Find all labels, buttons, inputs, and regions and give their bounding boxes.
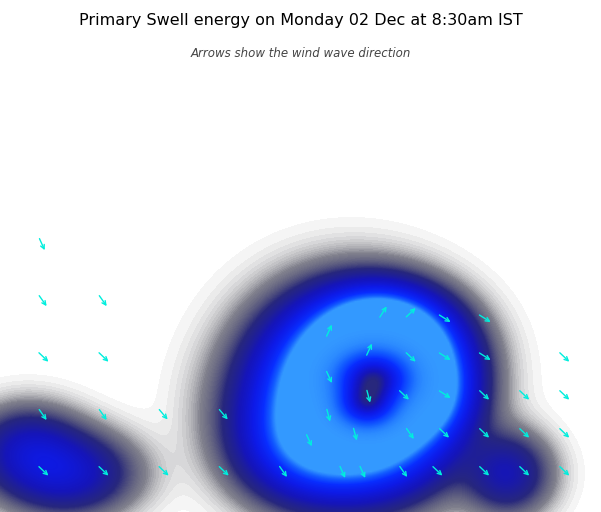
Text: Arrows show the wind wave direction: Arrows show the wind wave direction	[191, 48, 410, 60]
Text: Primary Swell energy on Monday 02 Dec at 8:30am IST: Primary Swell energy on Monday 02 Dec at…	[79, 13, 522, 28]
